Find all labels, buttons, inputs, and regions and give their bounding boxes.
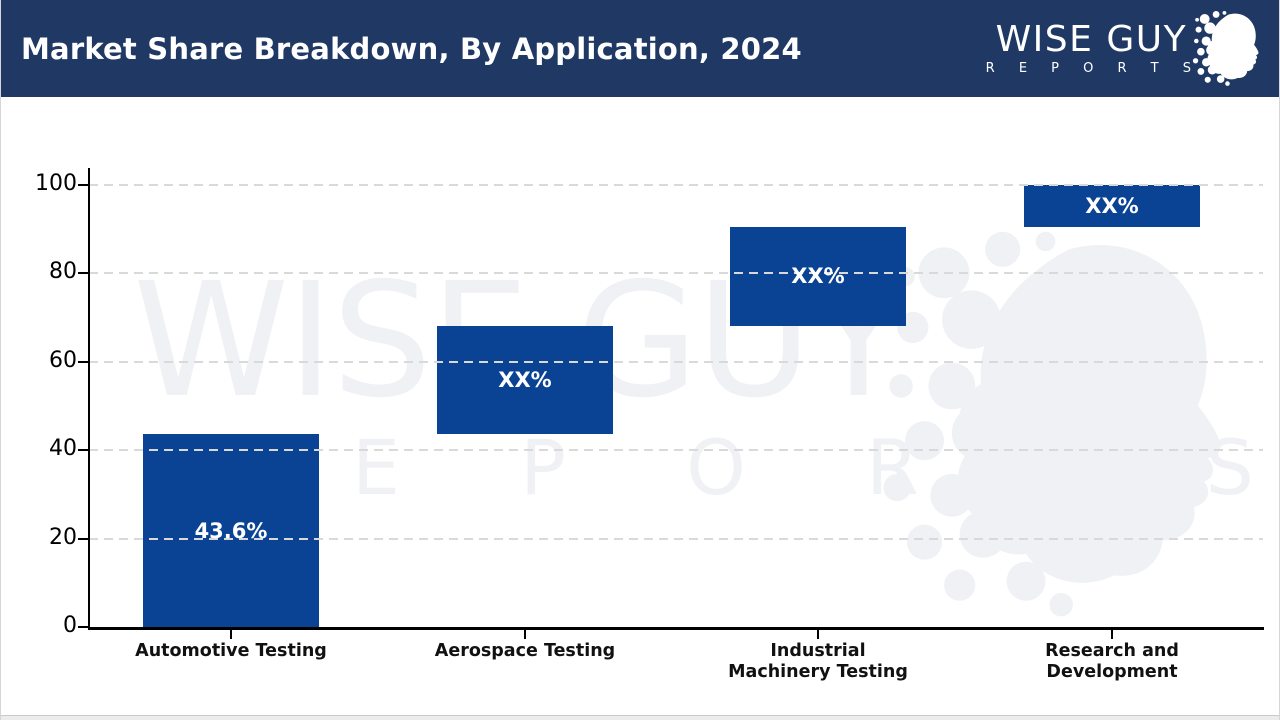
bar-value-label: XX% xyxy=(1085,193,1139,218)
bar-segment xyxy=(730,226,906,326)
y-tick-label: 0 xyxy=(63,613,77,638)
y-tick-mark xyxy=(78,449,88,452)
y-tick-mark xyxy=(78,360,88,363)
bar-segment xyxy=(1024,185,1200,227)
header-bar: Market Share Breakdown, By Application, … xyxy=(1,0,1279,97)
bar-value-label: XX% xyxy=(498,367,552,392)
x-category-label: Aerospace Testing xyxy=(434,641,616,661)
bar-value-label: 43.6% xyxy=(194,518,268,543)
x-tick-mark xyxy=(817,630,819,639)
y-tick-label: 80 xyxy=(49,259,77,285)
y-tick-mark xyxy=(78,272,88,275)
y-tick-label: 100 xyxy=(35,171,77,196)
y-axis-line xyxy=(88,168,90,630)
y-tick-label: 40 xyxy=(49,436,77,462)
bar-value-label: XX% xyxy=(791,264,845,289)
logo-face-icon xyxy=(1191,9,1267,89)
watermark-face-logo xyxy=(869,222,1269,632)
gridline xyxy=(89,537,1263,540)
x-axis-line xyxy=(88,627,1264,630)
page-title: Market Share Breakdown, By Application, … xyxy=(21,31,802,66)
gridline xyxy=(89,449,1263,452)
wise-guy-reports-logo: WISE GUY R E P O R T S xyxy=(982,8,1267,90)
logo-wordmark: WISE GUY xyxy=(995,19,1188,60)
y-tick-label: 60 xyxy=(49,347,77,373)
x-category-label: Research and Development xyxy=(1045,641,1179,682)
x-tick-mark xyxy=(230,630,232,639)
logo-subtitle: R E P O R T S xyxy=(985,61,1201,76)
x-tick-mark xyxy=(1111,630,1113,639)
x-tick-mark xyxy=(524,630,526,639)
gridline xyxy=(89,184,1263,186)
bottom-edge-strip xyxy=(1,715,1279,720)
x-category-label: Industrial Machinery Testing xyxy=(728,641,908,682)
y-tick-mark xyxy=(78,537,88,540)
x-category-label: Automotive Testing xyxy=(135,641,327,661)
bar-segment xyxy=(143,434,319,627)
y-tick-mark xyxy=(78,626,88,628)
gridline xyxy=(89,360,1263,363)
y-tick-label: 20 xyxy=(49,524,77,550)
bar-segment xyxy=(437,325,613,435)
y-tick-mark xyxy=(78,184,88,186)
gridline xyxy=(89,272,1263,275)
